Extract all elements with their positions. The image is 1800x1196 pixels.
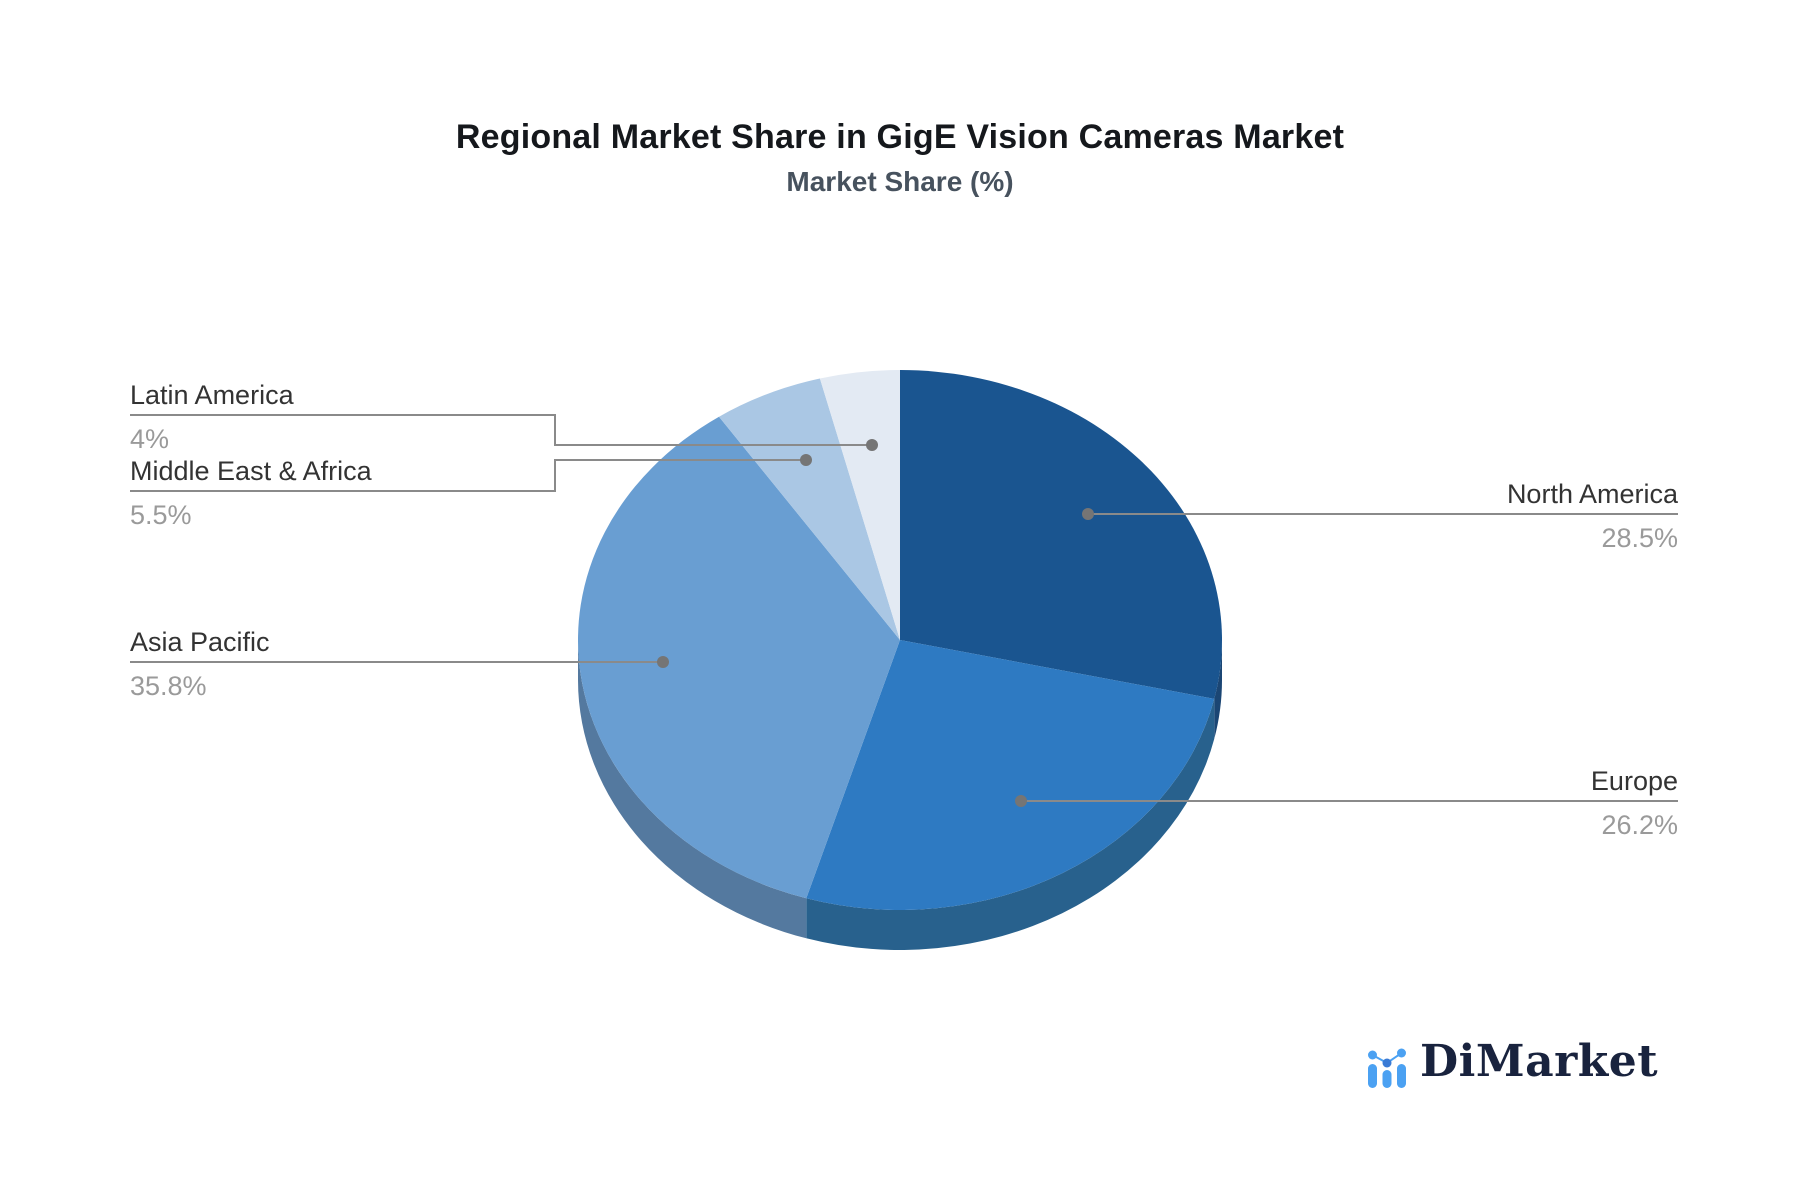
leader-dot-north-america: [1082, 508, 1094, 520]
slice-label-europe: Europe: [1590, 766, 1678, 796]
bar-line-chart-icon: [1368, 1048, 1406, 1088]
pie-slice-europe[interactable]: [806, 640, 1215, 910]
pie-slice-asia-pacific[interactable]: [578, 416, 900, 899]
leader-line-middle-east-africa: [130, 459, 806, 492]
pie-slice-north-america[interactable]: [900, 369, 1223, 699]
logo-text: DiMarket: [1420, 1036, 1659, 1087]
slice-label-north-america: North America: [1506, 479, 1678, 509]
slice-label-middle-east-africa: Middle East & Africa: [130, 456, 372, 486]
chart-title: Regional Market Share in GigE Vision Cam…: [455, 118, 1345, 156]
slice-value-north-america: 28.5%: [1601, 523, 1678, 553]
pie-depth-europe: [806, 698, 1215, 950]
slice-value-europe: 26.2%: [1601, 810, 1678, 840]
slice-value-middle-east-africa: 5.5%: [130, 500, 192, 530]
pie-depth-asia-pacific: [578, 640, 807, 939]
leader-dot-latin-america: [866, 439, 878, 451]
pie-slice-latin-america[interactable]: [819, 370, 900, 640]
pie-depth-north-america: [1214, 640, 1222, 739]
slice-value-latin-america: 4%: [130, 424, 170, 454]
leader-dot-middle-east-africa: [800, 454, 812, 466]
leader-dot-asia-pacific: [657, 656, 669, 668]
slice-value-asia-pacific: 35.8%: [130, 671, 207, 701]
pie-slice-middle-east-africa[interactable]: [719, 378, 900, 640]
leader-dot-europe: [1015, 795, 1027, 807]
leader-line-latin-america: [130, 414, 872, 446]
slice-label-asia-pacific: Asia Pacific: [130, 627, 270, 657]
chart-subtitle: Market Share (%): [786, 166, 1014, 197]
slice-label-latin-america: Latin America: [130, 380, 294, 410]
